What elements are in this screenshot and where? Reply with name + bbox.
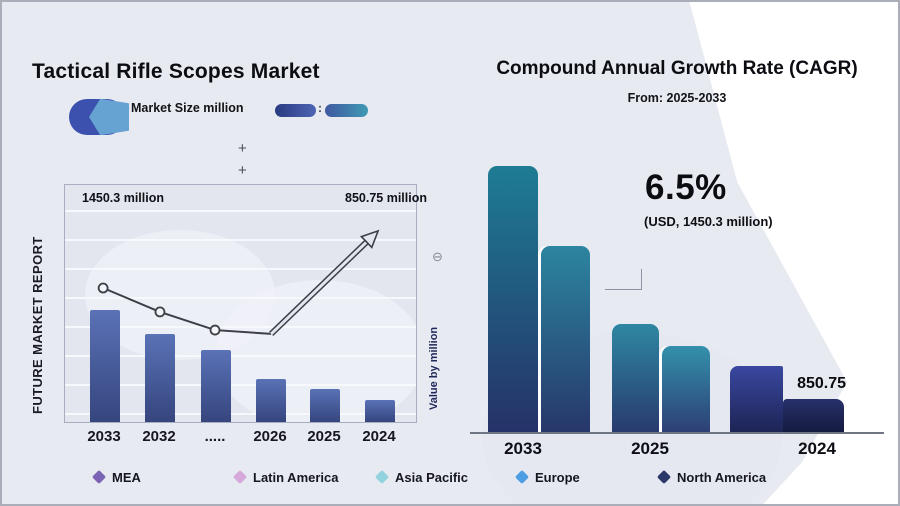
left-chart-panel xyxy=(64,184,417,423)
category-label-2024: 2024 xyxy=(362,428,396,445)
step-bracket-shape xyxy=(605,269,642,290)
bar-value-callout: 850.75 xyxy=(797,375,846,392)
plus-icon: + xyxy=(238,162,247,179)
legend-diamond-icon xyxy=(374,469,390,485)
legend-item-europe: Europe xyxy=(514,467,580,487)
bar-2033 xyxy=(90,310,120,422)
trendline-and-arrow xyxy=(97,229,380,337)
legend-diamond-icon xyxy=(232,469,248,485)
minus-circle-icon: ⊖ xyxy=(432,249,443,264)
bar-2025-primary xyxy=(612,324,659,432)
plus-icon: + xyxy=(238,140,247,157)
gridline xyxy=(65,355,416,357)
gridline xyxy=(65,384,416,386)
legend-diamond-icon xyxy=(91,469,107,485)
bar-2024 xyxy=(365,400,395,422)
bar-..... xyxy=(201,350,231,422)
legend-label: North America xyxy=(677,469,767,485)
category-label-2025: 2025 xyxy=(631,439,669,458)
legend-item-asia-pacific: Asia Pacific xyxy=(374,467,468,487)
market-size-legend-label: Market Size million xyxy=(131,101,244,115)
category-label-2026: 2026 xyxy=(253,428,287,445)
bar-2032 xyxy=(145,334,175,422)
left-chart-title: Tactical Rifle Scopes Market xyxy=(32,60,320,83)
legend-item-mea: MEA xyxy=(91,467,141,487)
legend-item-north-america: North America xyxy=(656,467,767,487)
bar-2025-secondary xyxy=(662,346,710,432)
legend-label: MEA xyxy=(112,469,141,485)
bar-2025 xyxy=(310,389,340,422)
gridline xyxy=(65,268,416,270)
future-market-report-watermark: FUTURE MARKET REPORT xyxy=(30,236,45,414)
cagr-detail: (USD, 1450.3 million) xyxy=(644,214,773,229)
gridline xyxy=(65,239,416,241)
bar-2026 xyxy=(256,379,286,422)
bar-2033-secondary xyxy=(541,246,590,432)
right-chart-title: Compound Annual Growth Rate (CAGR) xyxy=(496,58,858,79)
category-label-.....: ..... xyxy=(204,428,226,445)
gridline xyxy=(65,210,416,212)
annotation-850: 850.75 million xyxy=(345,191,427,205)
pill-separator: : xyxy=(318,101,322,115)
gridline xyxy=(65,413,416,415)
legend-label: Europe xyxy=(535,469,580,485)
category-label-2033: 2033 xyxy=(87,428,121,445)
gridline xyxy=(65,297,416,299)
right-chart-axis-line xyxy=(470,432,884,434)
teal-pill-icon xyxy=(325,104,368,117)
annotation-1450: 1450.3 million xyxy=(82,191,164,205)
navy-pill-icon xyxy=(275,104,316,117)
bar-2024-secondary xyxy=(783,399,844,432)
category-label-2033: 2033 xyxy=(504,439,542,458)
value-axis-label: Value by million xyxy=(428,326,440,410)
legend-diamond-icon xyxy=(514,469,530,485)
bar-2024-primary xyxy=(730,366,783,432)
category-label-2024: 2024 xyxy=(798,439,836,458)
cylinder-icon xyxy=(69,98,129,136)
cagr-value: 6.5% xyxy=(645,168,727,207)
right-title-block: Compound Annual Growth Rate (CAGR) From:… xyxy=(457,58,897,105)
category-label-2025: 2025 xyxy=(307,428,341,445)
legend-label: Latin America xyxy=(253,469,339,485)
gridline xyxy=(65,326,416,328)
bar-2033-primary xyxy=(488,166,538,432)
legend-label: Asia Pacific xyxy=(395,469,468,485)
right-chart-subtitle: From: 2025-2033 xyxy=(627,91,727,105)
legend-item-latin-america: Latin America xyxy=(232,467,339,487)
category-label-2032: 2032 xyxy=(142,428,176,445)
legend-diamond-icon xyxy=(656,469,672,485)
